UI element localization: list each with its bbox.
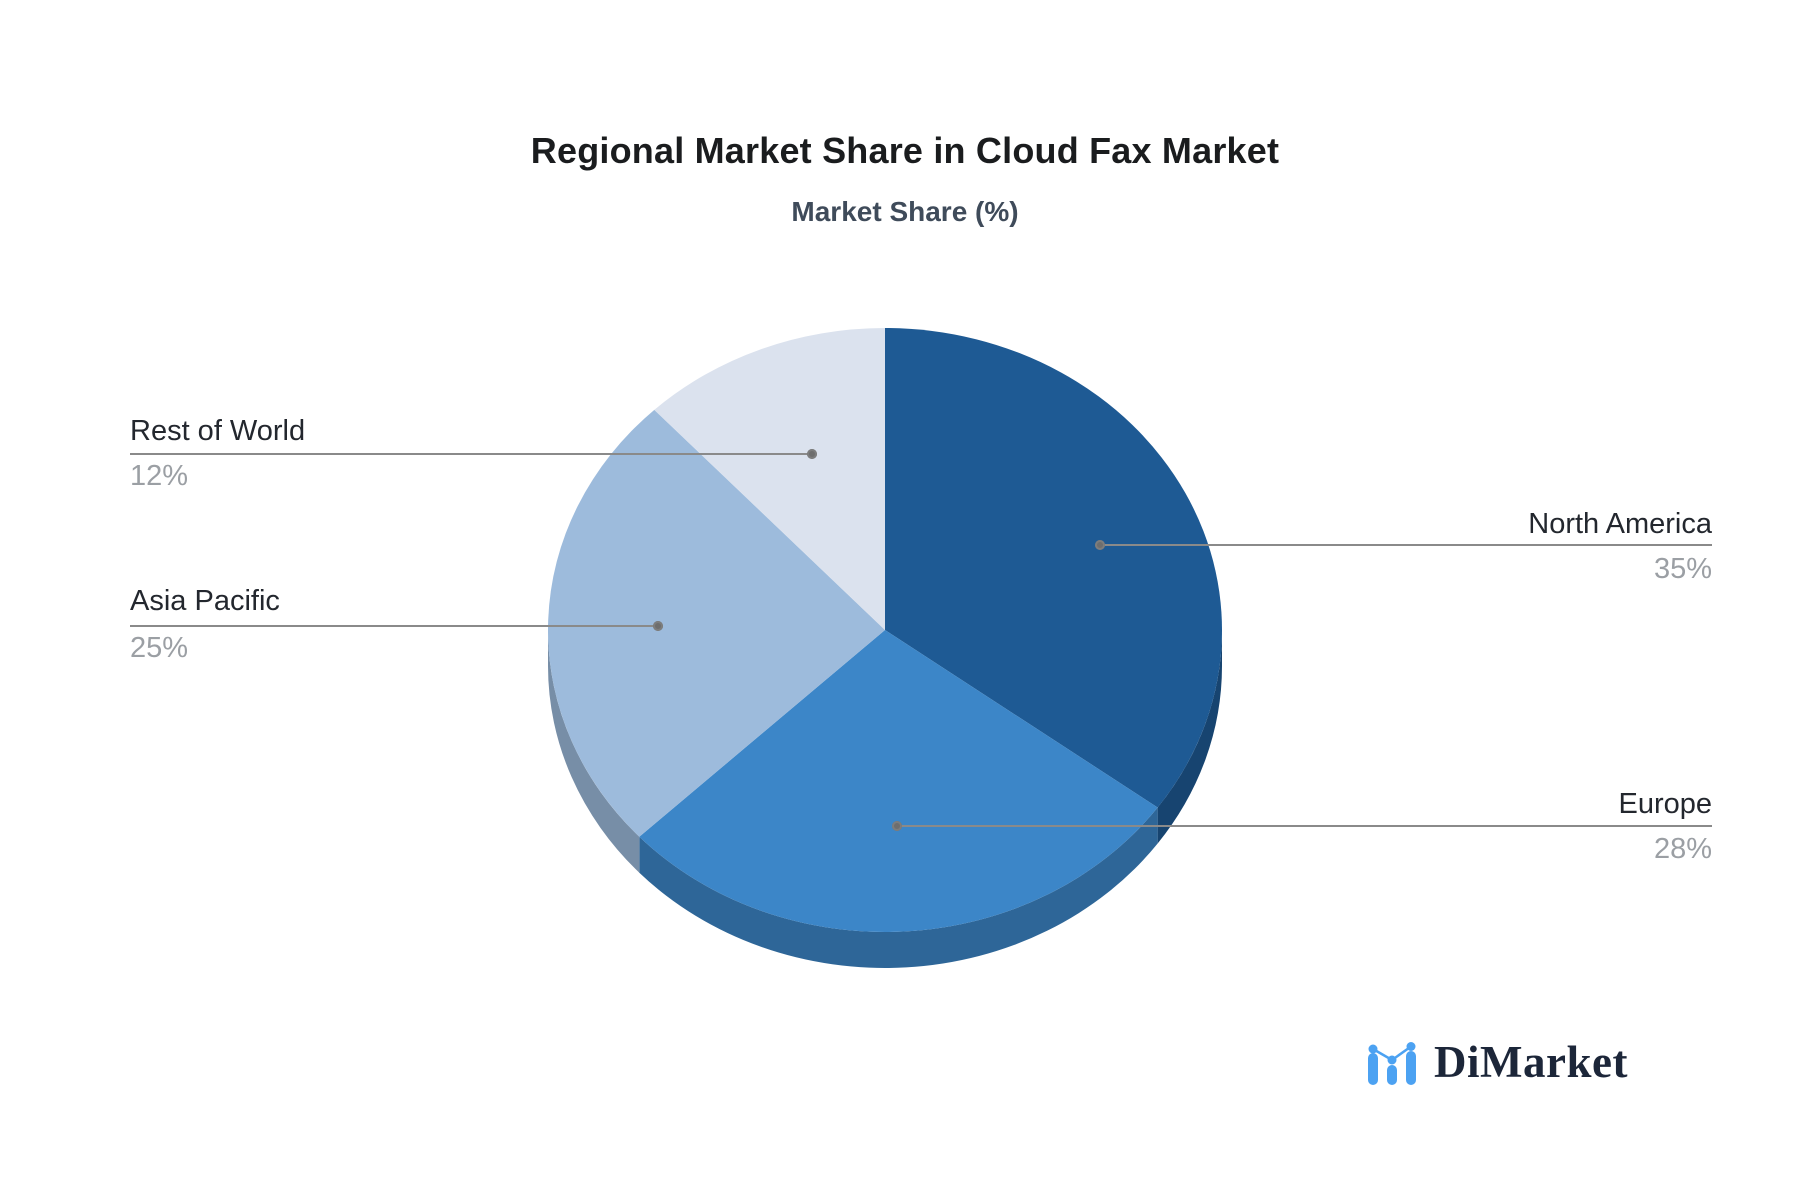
leader-dot — [653, 621, 663, 631]
chart-subtitle: Market Share (%) — [791, 196, 1019, 227]
slice-value: 35% — [1653, 553, 1712, 585]
brand-name: DiMarket — [1434, 1037, 1628, 1087]
leader-line — [130, 625, 658, 627]
leader-dot — [892, 821, 902, 831]
leader-line — [1100, 544, 1712, 546]
logo-dot — [1368, 1044, 1378, 1053]
pie-chart — [548, 328, 1222, 968]
chart-title: Regional Market Share in Cloud Fax Marke… — [530, 130, 1280, 171]
leader-line — [897, 825, 1712, 827]
logo-bar — [1368, 1052, 1378, 1085]
logo-bar — [1387, 1064, 1397, 1085]
bar-line-chart-icon — [1368, 1041, 1416, 1085]
logo-bar — [1406, 1050, 1416, 1085]
leader-dot — [1095, 540, 1105, 550]
pie-slice-europe — [639, 630, 1158, 932]
slice-value: 25% — [130, 632, 189, 664]
leader-dot — [807, 449, 817, 459]
slice-label: Rest of World — [130, 415, 306, 447]
slice-value: 12% — [130, 460, 189, 492]
slice-label: Asia Pacific — [130, 585, 280, 617]
slice-label: North America — [1528, 508, 1712, 540]
pie-slice-north-america — [885, 328, 1222, 808]
logo-dot — [1387, 1055, 1397, 1064]
pie-slice-side-europe — [639, 807, 1158, 968]
pie-slice-side-north-america — [1157, 630, 1222, 844]
leader-line — [130, 453, 812, 455]
pie-slice-asia-pacific — [548, 409, 885, 837]
logo-dot — [1406, 1041, 1416, 1051]
pie-slice-side-asia-pacific — [548, 630, 640, 873]
brand-logo: DiMarket — [1366, 1040, 1628, 1089]
pie-slice-rest-of-world — [654, 328, 885, 630]
slice-label: Europe — [1618, 788, 1712, 820]
slice-value: 28% — [1653, 833, 1712, 865]
